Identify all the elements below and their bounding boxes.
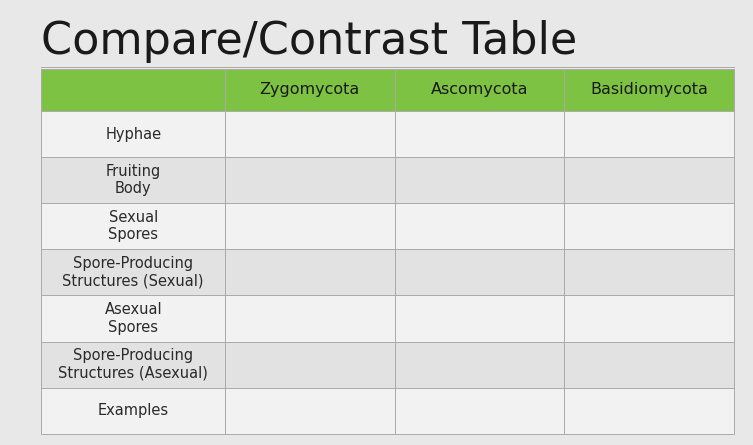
Text: Basidiomycota: Basidiomycota bbox=[590, 82, 709, 97]
Bar bbox=[225, 157, 395, 203]
Bar bbox=[395, 69, 565, 111]
Bar bbox=[395, 203, 565, 249]
Bar bbox=[41, 69, 225, 111]
Text: Spore-Producing
Structures (Asexual): Spore-Producing Structures (Asexual) bbox=[58, 348, 208, 381]
Bar bbox=[395, 388, 565, 434]
Bar bbox=[395, 111, 565, 157]
Bar bbox=[395, 342, 565, 388]
Bar bbox=[395, 157, 565, 203]
Bar bbox=[395, 249, 565, 295]
Bar bbox=[225, 249, 395, 295]
Bar bbox=[565, 203, 734, 249]
Bar bbox=[565, 342, 734, 388]
Bar bbox=[395, 295, 565, 342]
Text: Sexual
Spores: Sexual Spores bbox=[108, 210, 158, 243]
Bar bbox=[41, 203, 225, 249]
Text: Hyphae: Hyphae bbox=[105, 126, 161, 142]
Bar bbox=[225, 69, 395, 111]
Bar bbox=[225, 203, 395, 249]
Text: Fruiting
Body: Fruiting Body bbox=[105, 164, 161, 196]
Text: Asexual
Spores: Asexual Spores bbox=[105, 302, 162, 335]
Bar bbox=[565, 388, 734, 434]
Bar bbox=[41, 388, 225, 434]
Bar bbox=[565, 111, 734, 157]
Bar bbox=[41, 111, 225, 157]
Bar bbox=[565, 249, 734, 295]
Text: Compare/Contrast Table: Compare/Contrast Table bbox=[41, 20, 578, 63]
Text: Spore-Producing
Structures (Sexual): Spore-Producing Structures (Sexual) bbox=[62, 256, 204, 289]
Bar bbox=[225, 388, 395, 434]
Bar bbox=[225, 111, 395, 157]
Bar bbox=[225, 295, 395, 342]
Text: Examples: Examples bbox=[98, 403, 169, 418]
Bar bbox=[41, 157, 225, 203]
Bar bbox=[565, 295, 734, 342]
Bar bbox=[565, 69, 734, 111]
Bar bbox=[565, 157, 734, 203]
Bar bbox=[41, 249, 225, 295]
Bar bbox=[41, 295, 225, 342]
Text: Ascomycota: Ascomycota bbox=[431, 82, 529, 97]
Bar bbox=[225, 342, 395, 388]
Text: Zygomycota: Zygomycota bbox=[260, 82, 360, 97]
Bar bbox=[41, 342, 225, 388]
